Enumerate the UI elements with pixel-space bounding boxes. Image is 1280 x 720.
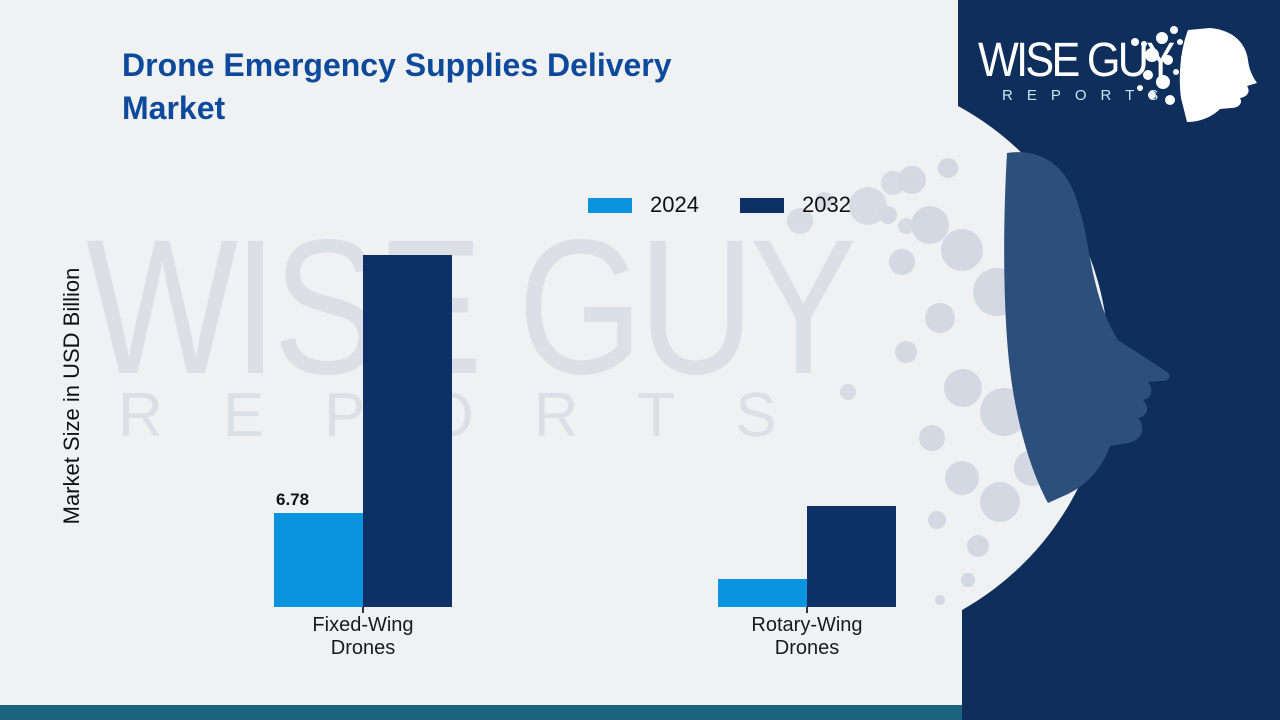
category-label-fixed-wing-drones: Fixed-Wing Drones xyxy=(312,614,414,659)
face-profile-icon xyxy=(1004,152,1170,503)
page-title-line1: Drone Emergency Supplies Delivery xyxy=(122,47,672,83)
dot-face-pattern xyxy=(879,158,1071,605)
page-title: Drone Emergency Supplies Delivery Market xyxy=(122,44,672,130)
logo-wordmark: WISE GUY xyxy=(978,34,1175,87)
legend-swatch-2024 xyxy=(588,197,632,213)
legend-item-2032: 2032 xyxy=(740,192,851,218)
legend-label-2024: 2024 xyxy=(650,192,699,217)
bar-2032-fixed-wing-drones xyxy=(363,255,452,607)
legend-label-2032: 2032 xyxy=(802,192,851,217)
legend-item-2024: 2024 xyxy=(588,192,699,218)
x-axis-tick xyxy=(806,607,808,613)
bar-2032-rotary-wing-drones xyxy=(807,506,896,607)
legend-swatch-2032 xyxy=(740,197,784,213)
watermark-wordmark: WISE GUY xyxy=(86,199,857,414)
category-label-rotary-wing-drones: Rotary-Wing Drones xyxy=(751,614,863,659)
footer-bar xyxy=(0,705,1280,720)
x-axis-tick xyxy=(362,607,364,613)
brand-panel xyxy=(958,0,1280,720)
page-title-line2: Market xyxy=(122,90,226,126)
y-axis-label: Market Size in USD Billion xyxy=(59,267,84,525)
watermark-reports: REPORTS xyxy=(118,381,837,450)
bar-value-label: 6.78 xyxy=(276,490,310,509)
logo-reports: REPORTS xyxy=(1002,87,1173,104)
logo-face-icon xyxy=(1179,28,1257,122)
bar-2024-fixed-wing-drones xyxy=(274,513,363,607)
bar-2024-rotary-wing-drones xyxy=(718,579,807,607)
